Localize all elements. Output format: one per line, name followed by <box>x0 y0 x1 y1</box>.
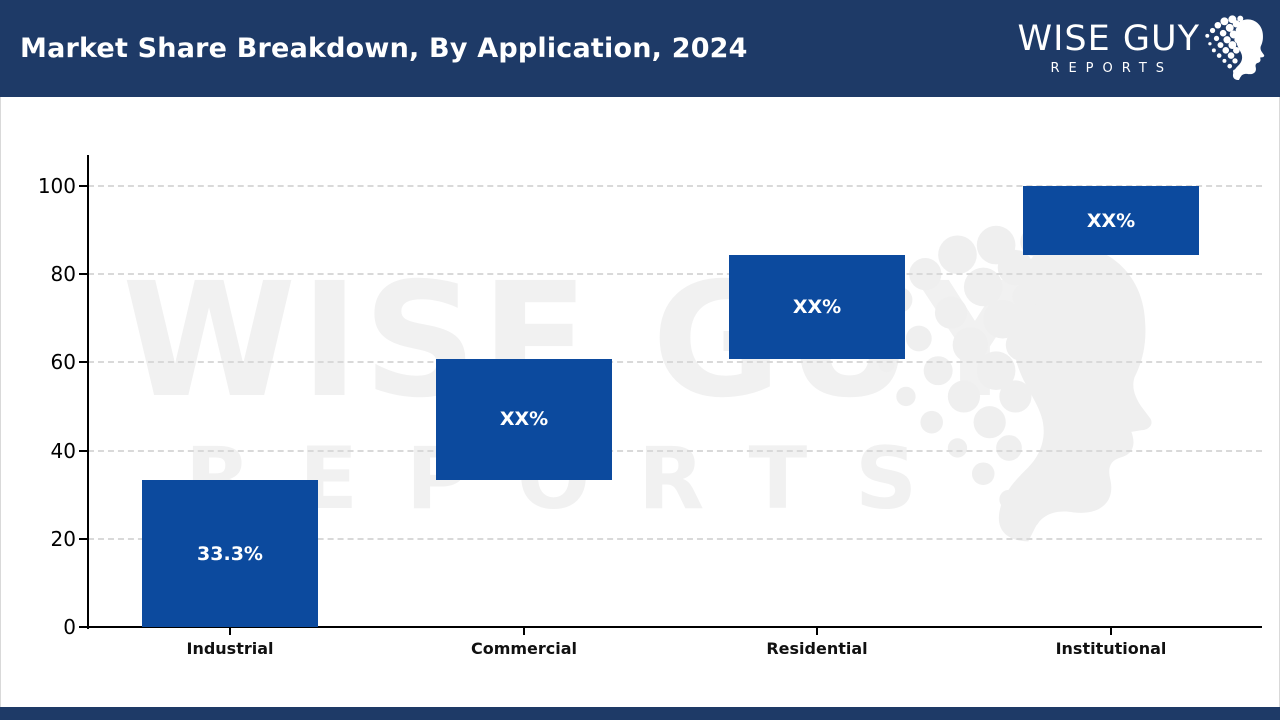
bar-residential: XX% <box>729 255 905 359</box>
y-tick-label: 20 <box>50 526 76 551</box>
wiseguy-logo: WISE GUY REPORTS <box>1017 6 1268 92</box>
x-axis-label: Industrial <box>186 639 274 658</box>
bar-value-label: XX% <box>1086 209 1136 232</box>
x-tick-mark <box>523 628 525 635</box>
gridline <box>88 361 1262 364</box>
y-tick-label: 40 <box>50 438 76 463</box>
bar-value-label: XX% <box>499 408 549 431</box>
y-tick-mark <box>79 537 88 540</box>
gridline <box>88 185 1262 187</box>
gridline <box>88 537 1262 540</box>
bar-value-label: XX% <box>792 296 842 319</box>
logo-dotted-head-icon <box>1205 15 1265 81</box>
header-bar: Market Share Breakdown, By Application, … <box>0 0 1280 97</box>
y-tick-label: 80 <box>50 262 76 287</box>
y-tick-mark <box>79 626 88 628</box>
y-tick-label: 0 <box>63 615 76 639</box>
y-tick-mark <box>79 449 88 452</box>
y-tick-label: 100 <box>37 174 76 198</box>
x-axis-label: Commercial <box>470 639 578 658</box>
gridline <box>88 449 1262 452</box>
y-tick-mark <box>79 185 88 187</box>
y-tick-label: 60 <box>50 350 76 375</box>
x-axis-label: Residential <box>766 639 868 658</box>
logo-subtext: REPORTS <box>1050 61 1174 76</box>
y-tick-mark <box>79 361 88 364</box>
bar-institutional: XX% <box>1023 186 1199 256</box>
x-axis-label: Institutional <box>1055 639 1167 658</box>
x-tick-mark <box>229 628 231 635</box>
x-tick-mark <box>816 628 818 635</box>
bar-industrial: 33.3% <box>142 480 318 627</box>
logo-text: WISE GUY REPORTS <box>1017 19 1200 77</box>
chart-title: Market Share Breakdown, By Application, … <box>20 33 748 64</box>
x-tick-mark <box>1110 628 1112 635</box>
bar-value-label: 33.3% <box>197 542 263 565</box>
y-tick-mark <box>79 273 88 276</box>
logo-wordmark: WISE GUY <box>1017 19 1200 59</box>
gridline <box>88 273 1262 276</box>
bar-commercial: XX% <box>436 358 612 481</box>
footer-bar <box>0 707 1280 720</box>
x-axis-line <box>87 626 1262 628</box>
y-axis-line <box>87 155 89 629</box>
